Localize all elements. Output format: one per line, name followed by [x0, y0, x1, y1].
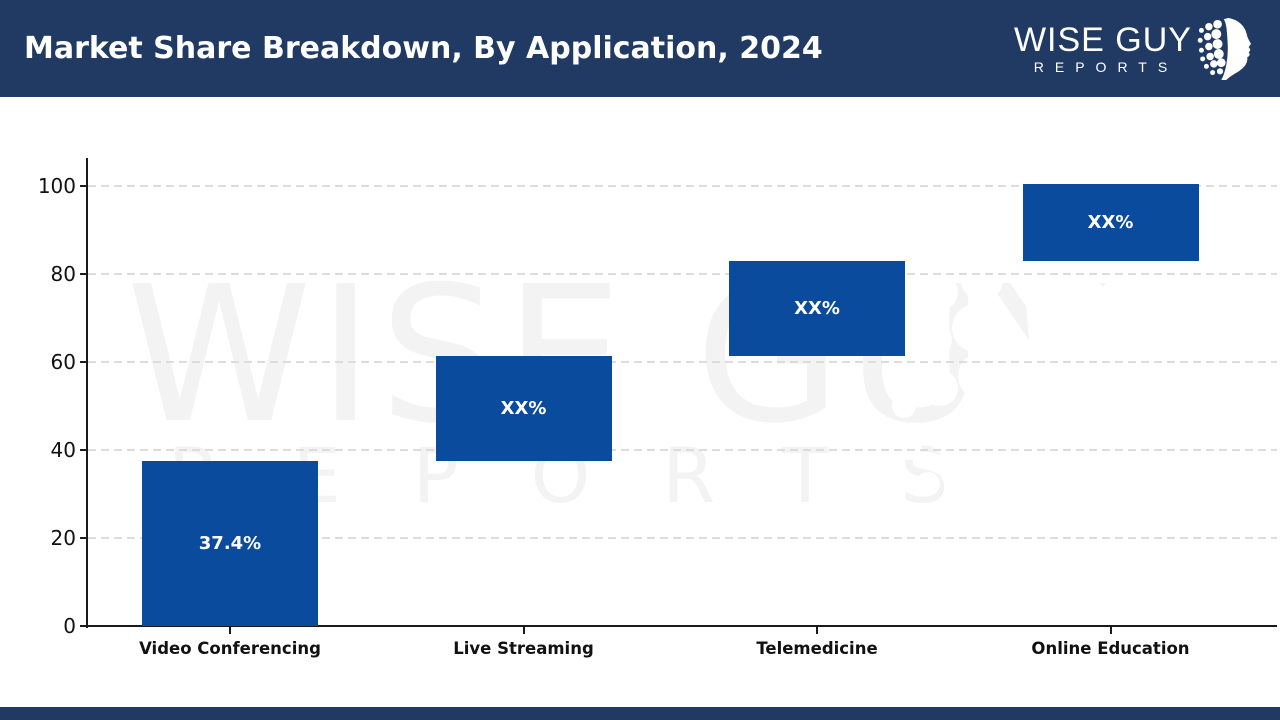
gridline-40 [88, 449, 1277, 451]
y-tick-0 [80, 625, 88, 627]
x-tick-2 [816, 627, 818, 634]
chart-title: Market Share Breakdown, By Application, … [24, 31, 823, 66]
bar-video-conferencing: 37.4% [142, 461, 318, 626]
y-tick-label-40: 40 [50, 438, 76, 462]
bar-live-streaming: XX% [435, 356, 612, 462]
bar-value-label: XX% [500, 398, 547, 420]
y-tick-label-0: 0 [63, 614, 76, 638]
x-axis-line [86, 625, 1277, 627]
x-tick-3 [1109, 627, 1112, 634]
footer-bar [0, 707, 1280, 720]
gridline-100 [88, 185, 1277, 187]
logo-subtext: REPORTS [1033, 59, 1179, 75]
y-tick-80 [80, 273, 88, 275]
x-tick-1 [522, 627, 525, 634]
bar-value-label: XX% [1087, 211, 1134, 233]
gridline-80 [88, 273, 1277, 275]
y-tick-label-100: 100 [37, 174, 76, 198]
bar-value-label: XX% [794, 298, 840, 320]
bar-online-education: XX% [1022, 183, 1199, 261]
x-category-label: Telemedicine [756, 639, 878, 658]
x-category-label: Video Conferencing [139, 639, 321, 658]
bar-value-label: 37.4% [198, 533, 262, 555]
x-category-label: Online Education [1031, 639, 1190, 658]
y-tick-label-80: 80 [50, 262, 76, 286]
y-tick-20 [80, 537, 88, 539]
gridline-20 [88, 537, 1277, 539]
bar-telemedicine: XX% [729, 260, 905, 357]
y-tick-100 [80, 185, 88, 187]
y-tick-40 [80, 449, 88, 451]
y-axis-line [86, 158, 88, 628]
y-tick-label-60: 60 [50, 350, 76, 374]
logo-wordmark: WISE GUY [1013, 21, 1192, 59]
wiseguy-head-icon [1197, 17, 1252, 80]
x-tick-0 [229, 627, 231, 634]
x-category-label: Live Streaming [453, 639, 594, 658]
logo-text: WISE GUY REPORTS [1014, 23, 1192, 74]
y-tick-label-20: 20 [50, 526, 76, 550]
header-bar: Market Share Breakdown, By Application, … [0, 0, 1280, 97]
wiseguy-logo: WISE GUY REPORTS [1014, 7, 1256, 91]
y-tick-60 [80, 361, 88, 363]
gridline-60 [88, 361, 1277, 363]
